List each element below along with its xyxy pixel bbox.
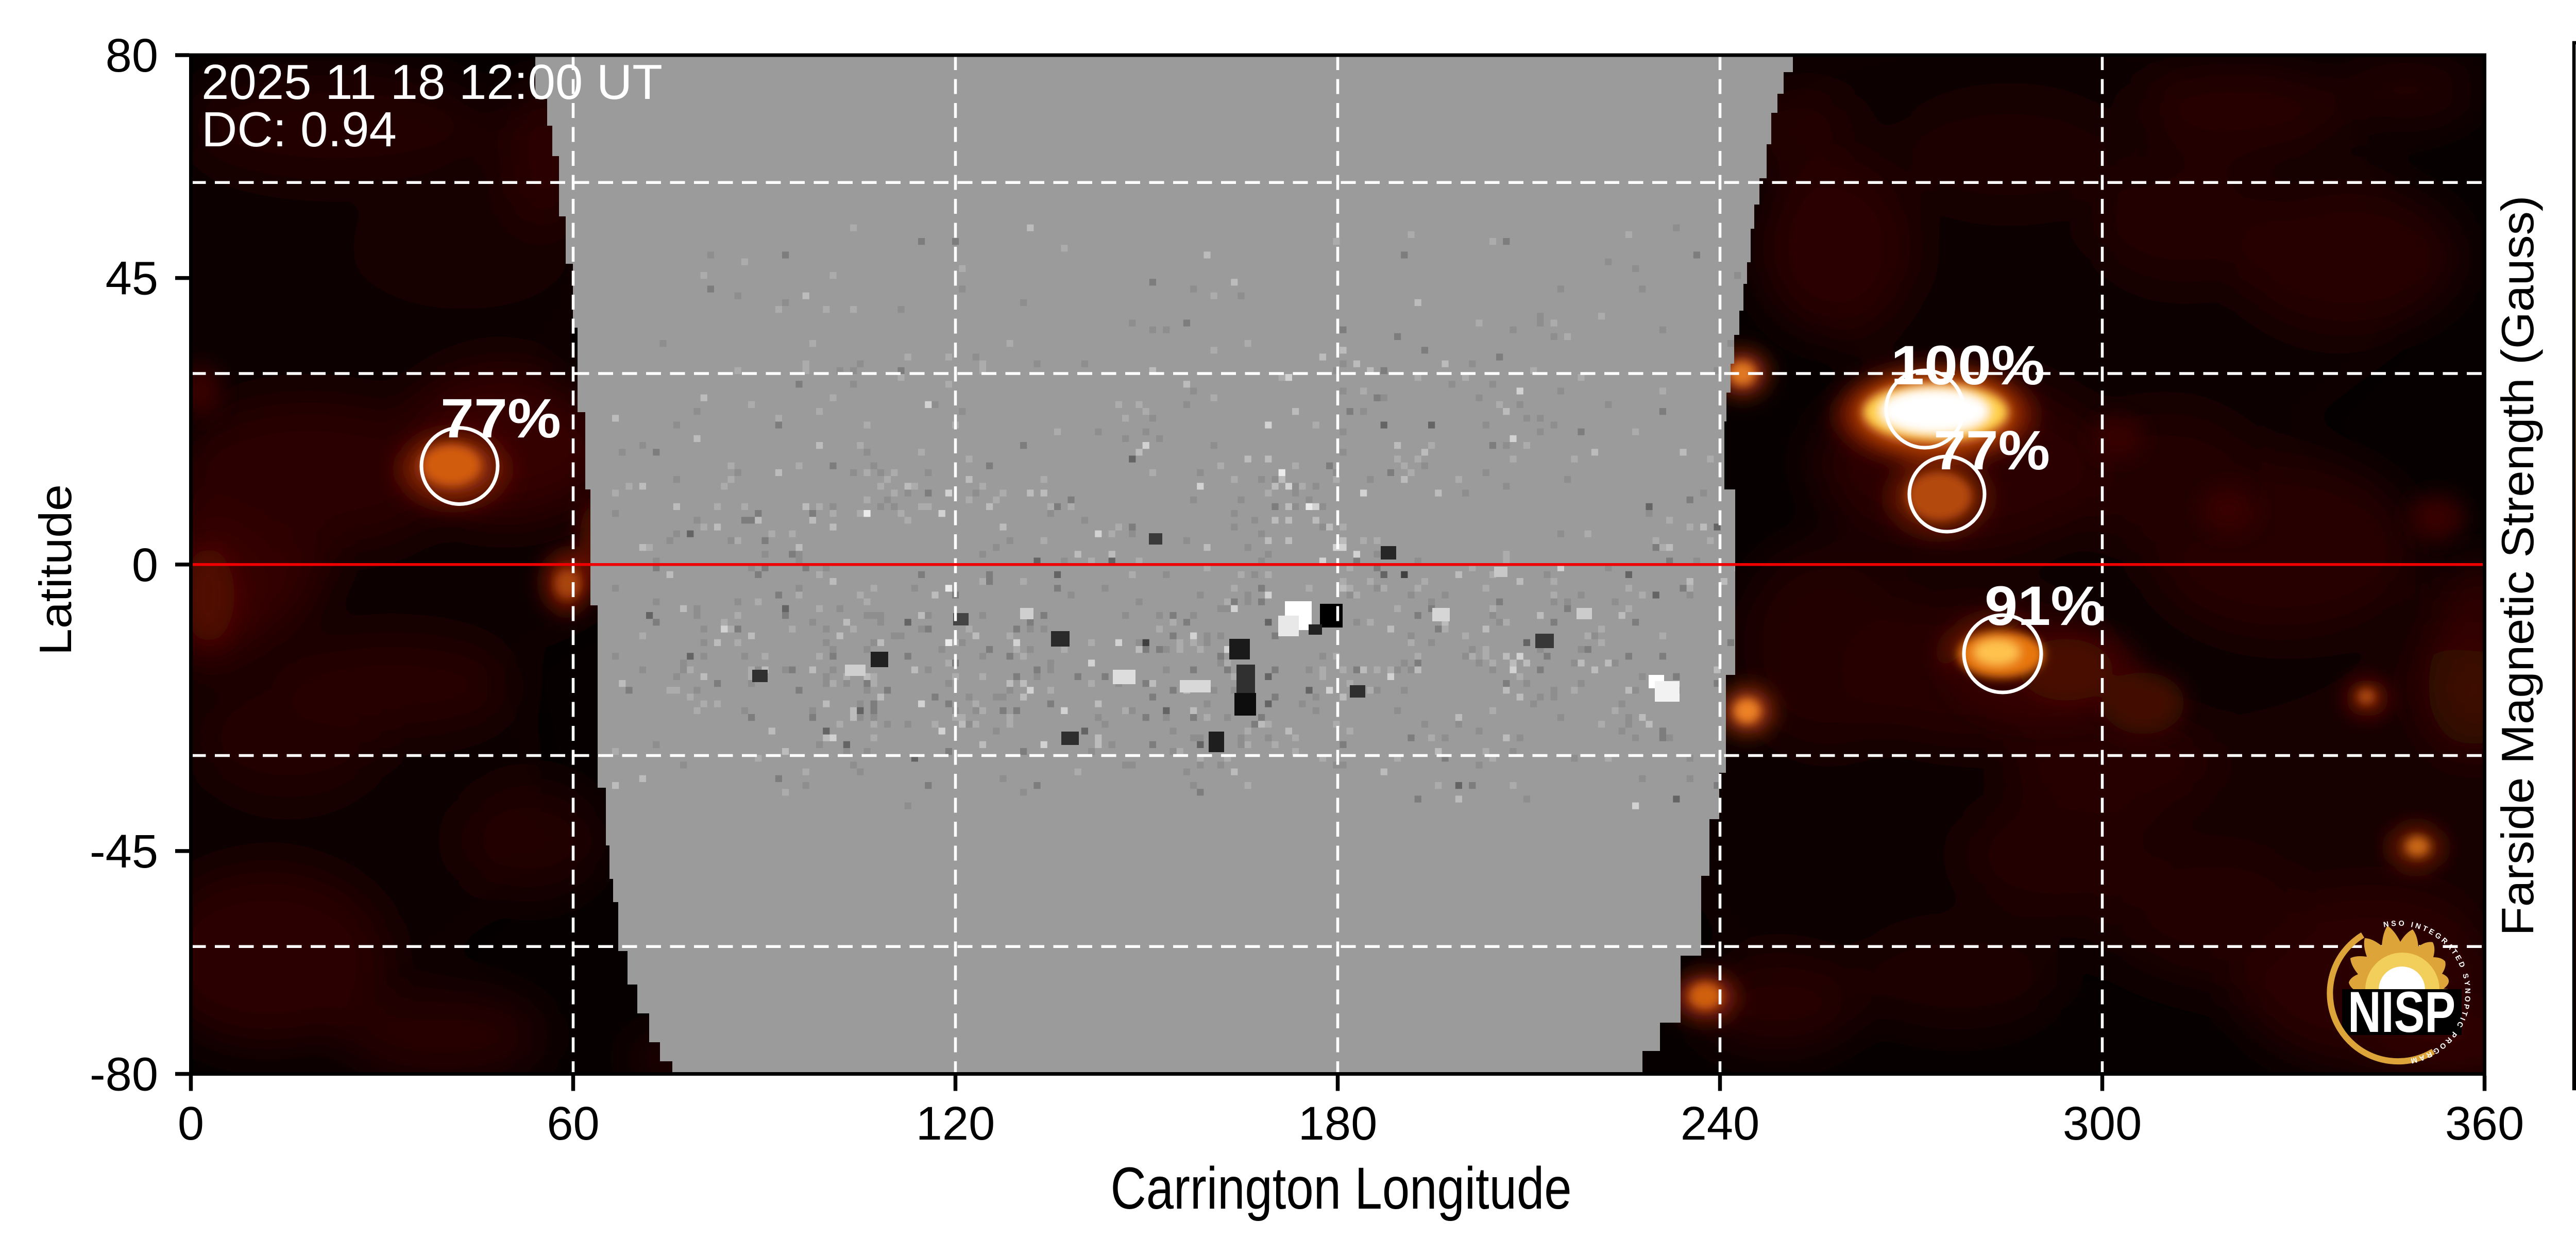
svg-text:NISP: NISP bbox=[2348, 980, 2455, 1045]
svg-text:-80: -80 bbox=[90, 1048, 158, 1101]
svg-text:77%: 77% bbox=[440, 387, 561, 449]
svg-text:Carrington Longitude: Carrington Longitude bbox=[1111, 1156, 1572, 1222]
svg-text:240: 240 bbox=[1681, 1097, 1760, 1150]
svg-text:45: 45 bbox=[106, 252, 158, 305]
svg-text:300: 300 bbox=[2063, 1097, 2142, 1150]
svg-text:Farside Magnetic Strength (Gau: Farside Magnetic Strength (Gauss) bbox=[2492, 196, 2543, 936]
svg-text:0: 0 bbox=[178, 1097, 204, 1150]
svg-text:Latitude: Latitude bbox=[30, 484, 81, 655]
svg-text:120: 120 bbox=[916, 1097, 995, 1150]
svg-text:2025 11 18 12:00 UT: 2025 11 18 12:00 UT bbox=[201, 55, 663, 110]
svg-text:100%: 100% bbox=[1891, 334, 2045, 396]
svg-text:180: 180 bbox=[1298, 1097, 1378, 1150]
svg-text:80: 80 bbox=[106, 29, 158, 82]
svg-text:DC: 0.94: DC: 0.94 bbox=[201, 102, 397, 157]
svg-text:360: 360 bbox=[2445, 1097, 2524, 1150]
svg-text:77%: 77% bbox=[1934, 419, 2050, 481]
svg-text:-45: -45 bbox=[90, 825, 158, 878]
svg-text:60: 60 bbox=[547, 1097, 599, 1150]
svg-text:91%: 91% bbox=[1985, 574, 2104, 637]
svg-text:0: 0 bbox=[132, 539, 158, 591]
